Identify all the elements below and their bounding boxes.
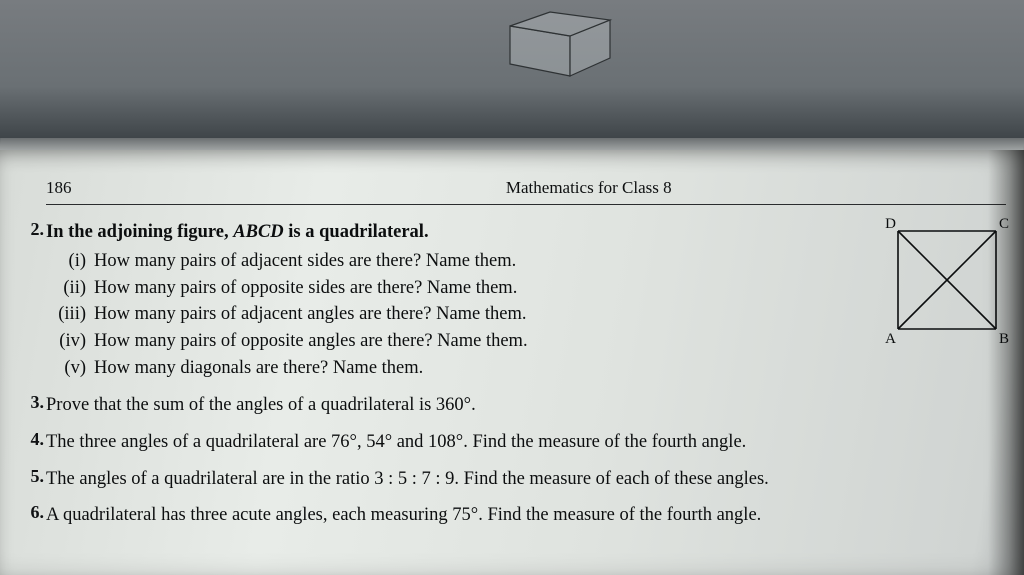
q2-sub-iii: (iii)How many pairs of adjacent angles a…	[32, 301, 826, 328]
question-number: 6.	[18, 502, 44, 523]
book-title: Mathematics for Class 8	[72, 178, 1007, 198]
page-number: 186	[46, 178, 72, 198]
q6-text: A quadrilateral has three acute angles, …	[46, 502, 1006, 529]
question-number: 3.	[18, 392, 44, 413]
question-2: 2. In the adjoining figure, ABCD is a qu…	[46, 219, 1006, 382]
question-number: 4.	[18, 429, 44, 450]
q2-sub-ii: (ii)How many pairs of opposite sides are…	[46, 275, 826, 302]
page-header: 186 Mathematics for Class 8	[46, 178, 1006, 205]
q5-text: The angles of a quadrilateral are in the…	[46, 466, 1006, 493]
quadrilateral-figure: D C A B	[882, 215, 1012, 350]
question-number: 2.	[18, 219, 44, 240]
svg-text:B: B	[999, 331, 1009, 345]
q2-intro-ital: ABCD	[233, 222, 283, 242]
q2-intro-plain: In the adjoining figure,	[46, 222, 233, 242]
prism-sketch	[500, 6, 620, 96]
q2-sub-iv: (iv)How many pairs of opposite angles ar…	[32, 328, 826, 355]
q4-text: The three angles of a quadrilateral are …	[46, 429, 1006, 456]
question-5: 5. The angles of a quadrilateral are in …	[46, 466, 1006, 493]
svg-text:A: A	[885, 331, 896, 345]
question-number: 5.	[18, 466, 44, 487]
q2-intro: In the adjoining figure, ABCD is a quadr…	[46, 222, 429, 242]
question-6: 6. A quadrilateral has three acute angle…	[46, 502, 1006, 529]
q2-intro-tail: is a quadrilateral.	[284, 222, 429, 242]
question-4: 4. The three angles of a quadrilateral a…	[46, 429, 1006, 456]
q2-subparts: (i)How many pairs of adjacent sides are …	[46, 248, 826, 382]
svg-text:C: C	[999, 216, 1009, 232]
q3-text: Prove that the sum of the angles of a qu…	[46, 392, 1006, 419]
q2-sub-i: (i)How many pairs of adjacent sides are …	[46, 248, 826, 275]
textbook-page: 186 Mathematics for Class 8 2. In the ad…	[0, 150, 1024, 575]
svg-text:D: D	[885, 216, 896, 232]
q2-sub-v: (v)How many diagonals are there? Name th…	[46, 355, 826, 382]
question-3: 3. Prove that the sum of the angles of a…	[46, 392, 1006, 419]
